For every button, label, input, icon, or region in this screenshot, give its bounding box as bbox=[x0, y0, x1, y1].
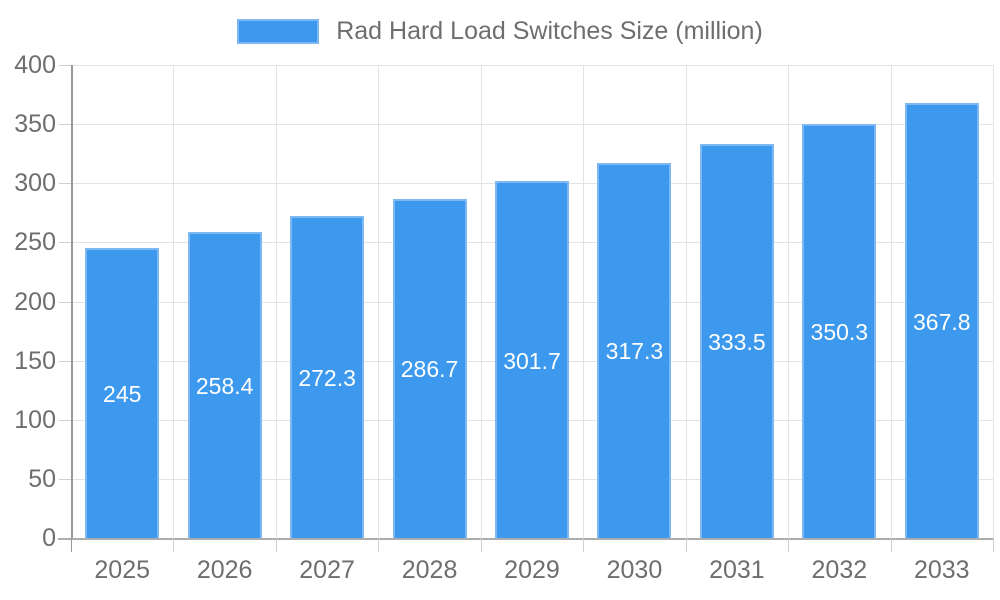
x-axis-line bbox=[58, 538, 993, 540]
gridline-vertical bbox=[173, 65, 175, 538]
gridline-vertical bbox=[378, 65, 380, 538]
bar: 301.7 bbox=[495, 181, 569, 538]
y-axis-tick bbox=[59, 478, 71, 480]
legend-label: Rad Hard Load Switches Size (million) bbox=[336, 17, 763, 45]
y-axis-line bbox=[71, 65, 73, 538]
bar: 286.7 bbox=[392, 198, 467, 538]
x-axis-tick bbox=[788, 538, 790, 552]
x-axis-label: 2029 bbox=[504, 556, 560, 584]
bar-value-label: 258.4 bbox=[195, 373, 254, 400]
gridline-horizontal bbox=[71, 65, 993, 66]
bar-value-label: 272.3 bbox=[298, 365, 356, 391]
x-axis-label: 2025 bbox=[94, 556, 151, 584]
x-axis-label: 2030 bbox=[606, 556, 663, 584]
y-axis-label: 350 bbox=[14, 110, 56, 139]
bar-value-label: 301.7 bbox=[503, 347, 561, 374]
y-axis-tick bbox=[59, 301, 71, 303]
y-axis-tick bbox=[59, 419, 71, 421]
gridline-vertical bbox=[993, 65, 994, 538]
bar-value-label: 317.3 bbox=[605, 338, 664, 365]
y-axis-label: 100 bbox=[14, 405, 56, 434]
gridline-vertical bbox=[480, 65, 482, 538]
bar-value-label: 350.3 bbox=[810, 318, 869, 345]
y-axis-label: 50 bbox=[28, 464, 56, 493]
y-axis-tick bbox=[59, 183, 71, 185]
gridline-vertical bbox=[685, 65, 687, 538]
y-axis-label: 400 bbox=[14, 51, 56, 79]
x-axis-label: 2028 bbox=[401, 556, 458, 584]
bar: 245 bbox=[85, 248, 160, 538]
bar-value-label: 367.8 bbox=[912, 308, 971, 335]
bar: 258.4 bbox=[187, 232, 262, 538]
bar: 350.3 bbox=[802, 123, 877, 538]
x-axis-tick bbox=[378, 538, 380, 552]
gridline-vertical bbox=[890, 65, 892, 538]
bar: 272.3 bbox=[290, 216, 365, 538]
gridline-vertical bbox=[583, 65, 585, 538]
x-axis-label: 2027 bbox=[299, 556, 355, 584]
gridline-vertical bbox=[788, 65, 790, 538]
x-axis-tick bbox=[685, 538, 687, 552]
x-axis-tick bbox=[890, 538, 892, 552]
y-axis-tick bbox=[59, 242, 71, 244]
x-axis-tick bbox=[71, 538, 72, 552]
x-axis-label: 2033 bbox=[913, 556, 970, 584]
x-axis-tick bbox=[480, 538, 482, 552]
y-axis-label: 150 bbox=[14, 346, 56, 375]
y-axis-label: 200 bbox=[14, 287, 56, 316]
bar: 317.3 bbox=[597, 162, 672, 538]
bar-value-label: 333.5 bbox=[708, 328, 766, 355]
x-axis-label: 2026 bbox=[196, 556, 253, 584]
bar: 367.8 bbox=[904, 103, 979, 538]
y-axis-tick bbox=[59, 124, 71, 126]
y-axis-tick bbox=[59, 65, 71, 66]
x-axis-tick bbox=[275, 538, 277, 552]
gridline-vertical bbox=[275, 65, 277, 538]
legend-color-swatch bbox=[237, 18, 320, 44]
x-axis-tick bbox=[173, 538, 175, 552]
y-axis-tick bbox=[59, 360, 71, 362]
bar-value-label: 286.7 bbox=[400, 356, 459, 383]
y-axis-label: 250 bbox=[14, 228, 56, 257]
x-axis-tick bbox=[993, 538, 994, 552]
plot-area: 245 258.4 272.3 286.7 301.7 317.3 333.5 350.3 36… bbox=[58, 65, 994, 540]
y-axis-label: 0 bbox=[42, 524, 56, 552]
y-axis-tick bbox=[59, 538, 71, 539]
bar: 333.5 bbox=[699, 143, 774, 538]
legend-item[interactable]: Rad Hard Load Switches Size (million) bbox=[237, 18, 763, 44]
legend: Rad Hard Load Switches Size (million) bbox=[0, 18, 1000, 44]
y-axis-label: 300 bbox=[14, 169, 56, 198]
x-axis-label: 2031 bbox=[709, 556, 765, 584]
x-axis-tick bbox=[583, 538, 585, 552]
bar-value-label: 245 bbox=[103, 381, 142, 408]
x-axis-label: 2032 bbox=[811, 556, 868, 584]
